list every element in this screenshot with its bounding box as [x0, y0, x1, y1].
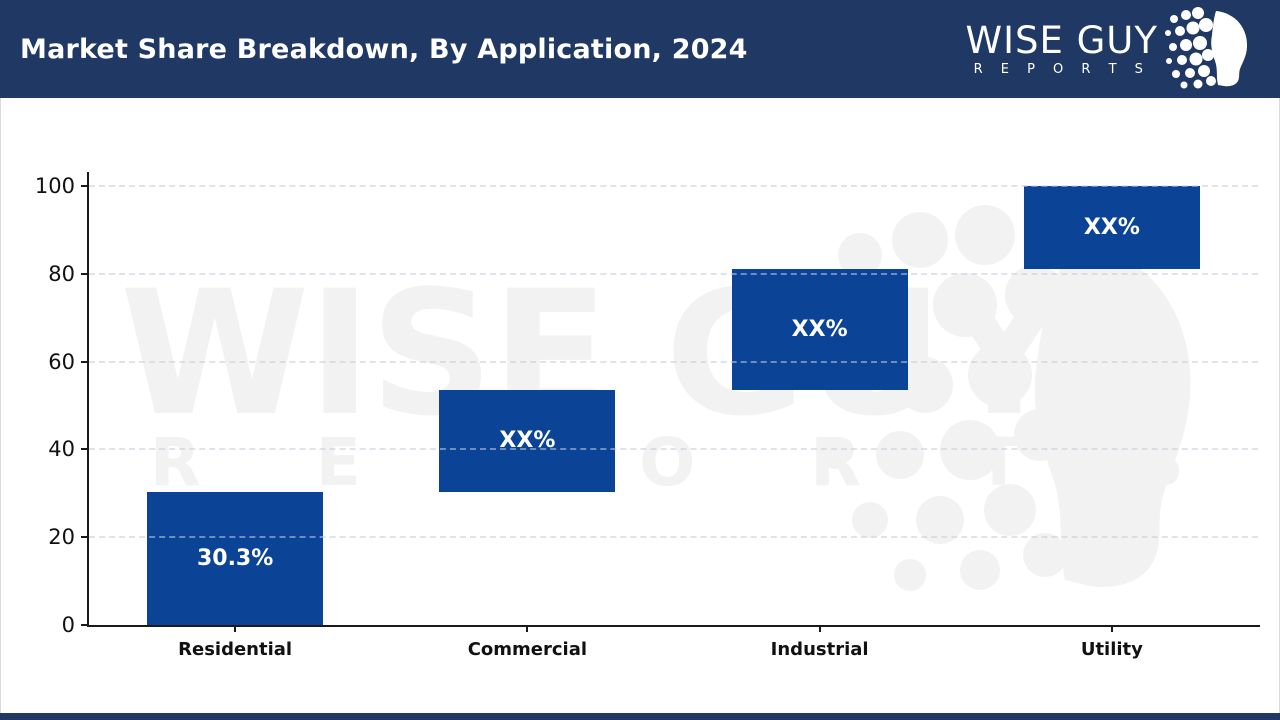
x-tick	[234, 625, 237, 632]
page-title: Market Share Breakdown, By Application, …	[20, 33, 748, 65]
wiseguy-logo: WISE GUY R E P O R T S	[966, 5, 1252, 93]
y-axis-tick-label: 0	[61, 613, 75, 637]
logo-wordmark: WISE GUY	[965, 19, 1158, 62]
footer-bar	[0, 713, 1280, 720]
logo-subtitle: R E P O R T S	[973, 62, 1150, 77]
x-tick	[818, 625, 821, 632]
y-tick	[81, 536, 89, 539]
y-axis-tick-label: 20	[48, 525, 75, 550]
bar-commercial: XX%	[439, 389, 616, 492]
x-axis-label-commercial: Commercial	[467, 639, 588, 660]
gridline-80	[89, 272, 1258, 275]
y-tick	[81, 360, 89, 363]
y-axis-line	[87, 172, 89, 627]
bar-residential: 30.3%	[147, 491, 324, 625]
gridline-20	[89, 536, 1258, 539]
x-axis-label-industrial: Industrial	[770, 639, 869, 660]
y-tick	[81, 185, 89, 187]
y-axis-tick-label: 40	[48, 437, 75, 462]
x-axis-line	[87, 625, 1260, 627]
y-tick	[81, 624, 89, 626]
wiseguy-face-icon	[1165, 7, 1248, 89]
y-tick	[81, 448, 89, 451]
gridline-60	[89, 360, 1258, 363]
bar-value-label: XX%	[1083, 215, 1140, 241]
x-axis-label-residential: Residential	[178, 639, 293, 660]
bar-value-label: 30.3%	[196, 545, 274, 571]
x-tick	[1110, 625, 1113, 632]
y-axis-tick-label: 60	[48, 349, 75, 374]
x-axis-label-utility: Utility	[1080, 639, 1143, 660]
bar-value-label: XX%	[791, 317, 848, 343]
y-tick	[81, 272, 89, 275]
gridline-100	[89, 185, 1258, 187]
bar-industrial: XX%	[731, 269, 908, 390]
header: Market Share Breakdown, By Application, …	[0, 0, 1280, 98]
bar-utility: XX%	[1023, 186, 1200, 270]
x-tick	[526, 625, 529, 632]
y-axis-tick-label: 80	[48, 261, 75, 286]
watermark-head-icon	[814, 205, 1191, 591]
gridline-40	[89, 448, 1258, 451]
y-axis-tick-label: 100	[34, 174, 75, 198]
